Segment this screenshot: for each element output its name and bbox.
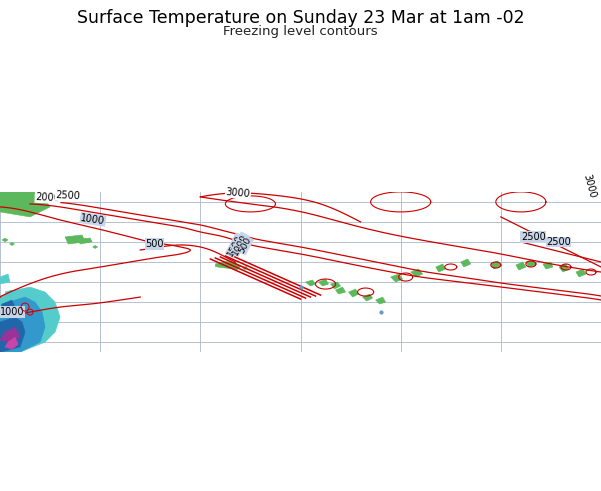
Polygon shape xyxy=(410,269,423,277)
Polygon shape xyxy=(461,259,471,267)
Text: Surface Temperature on Sunday 23 Mar at 1am -02: Surface Temperature on Sunday 23 Mar at … xyxy=(77,9,524,27)
Polygon shape xyxy=(10,243,14,246)
Polygon shape xyxy=(82,238,88,242)
Text: 1500: 1500 xyxy=(225,233,244,257)
Polygon shape xyxy=(376,297,386,304)
Polygon shape xyxy=(305,280,316,286)
Polygon shape xyxy=(436,264,446,272)
Text: 3000: 3000 xyxy=(225,187,251,199)
Polygon shape xyxy=(0,287,60,352)
Polygon shape xyxy=(242,267,248,270)
Text: 1000: 1000 xyxy=(80,213,106,226)
Polygon shape xyxy=(0,327,20,342)
Text: 1000: 1000 xyxy=(230,232,249,256)
Polygon shape xyxy=(526,260,536,267)
Polygon shape xyxy=(0,297,45,352)
Polygon shape xyxy=(0,274,10,284)
Polygon shape xyxy=(331,282,341,289)
Polygon shape xyxy=(78,238,92,244)
Polygon shape xyxy=(491,261,501,269)
Polygon shape xyxy=(0,317,25,352)
Polygon shape xyxy=(335,287,346,294)
Polygon shape xyxy=(65,235,85,244)
Polygon shape xyxy=(0,192,50,217)
Text: 2500: 2500 xyxy=(55,190,81,201)
Text: Freezing level contours: Freezing level contours xyxy=(223,26,378,38)
Polygon shape xyxy=(559,264,569,272)
Text: 1000: 1000 xyxy=(0,307,25,317)
Polygon shape xyxy=(215,262,240,270)
Polygon shape xyxy=(2,238,8,242)
Text: 2500: 2500 xyxy=(521,232,546,242)
Text: 500: 500 xyxy=(145,239,163,249)
Polygon shape xyxy=(93,246,98,248)
Polygon shape xyxy=(66,237,74,242)
Polygon shape xyxy=(319,279,329,286)
Text: 2500: 2500 xyxy=(546,237,571,247)
Polygon shape xyxy=(5,290,15,297)
Text: 500: 500 xyxy=(237,236,254,255)
Polygon shape xyxy=(516,262,526,270)
Polygon shape xyxy=(362,294,373,301)
Text: 3000: 3000 xyxy=(581,173,597,199)
Polygon shape xyxy=(576,269,586,277)
Polygon shape xyxy=(5,337,18,349)
Polygon shape xyxy=(0,300,15,312)
Polygon shape xyxy=(349,289,359,297)
Polygon shape xyxy=(543,262,553,269)
Text: 2000: 2000 xyxy=(35,192,60,203)
Polygon shape xyxy=(391,274,403,282)
